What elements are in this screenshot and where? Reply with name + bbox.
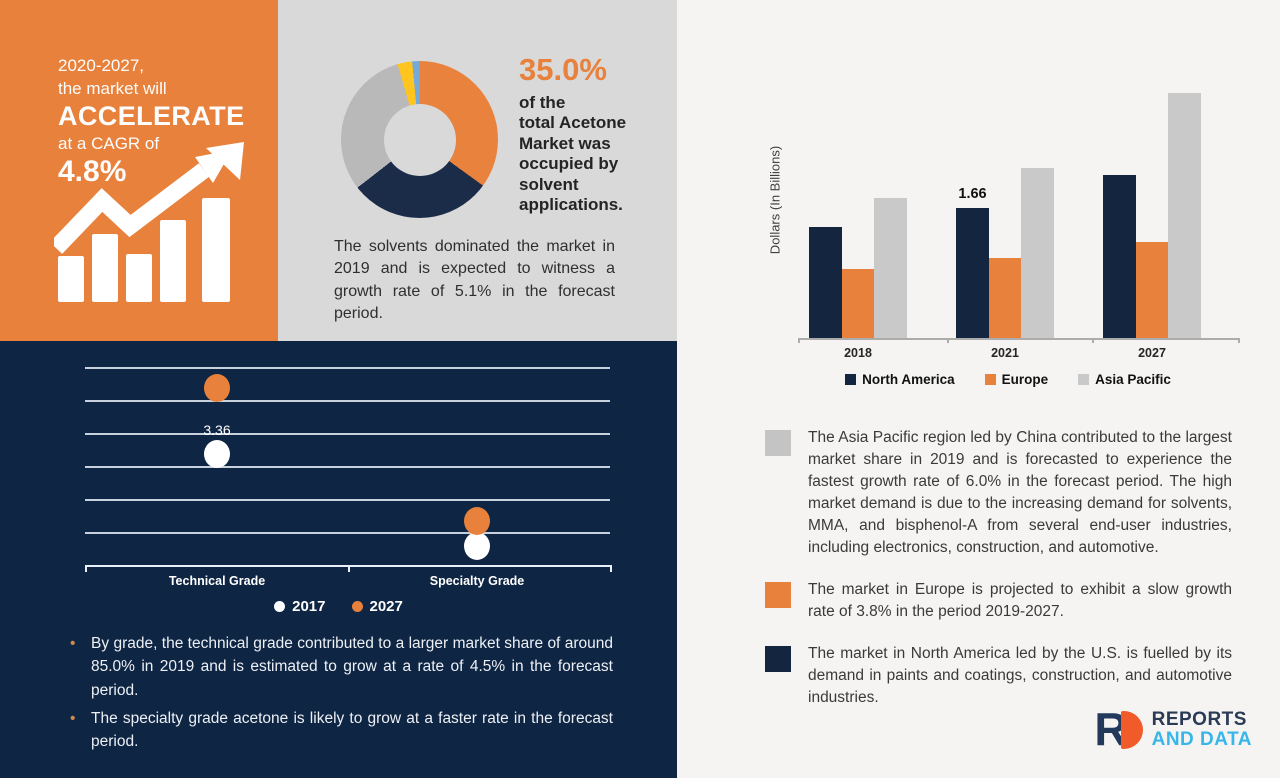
gridline xyxy=(85,532,610,534)
logo-anddata-text: AND DATA xyxy=(1151,728,1252,750)
bar-north-america-2018 xyxy=(809,226,842,338)
note-text-europe: The market in Europe is projected to exh… xyxy=(808,581,1232,620)
region-note-north-america: The market in North America led by the U… xyxy=(765,643,1232,709)
legend-label-asia-pacific: Asia Pacific xyxy=(1095,372,1171,387)
logo-wordmark: REPORTS AND DATA xyxy=(1152,710,1252,750)
cagr-value: 4.8% xyxy=(58,155,127,188)
dot-chart-legend: 2017 2027 xyxy=(0,598,677,615)
gridline xyxy=(85,466,610,468)
category-label-technical-grade: Technical Grade xyxy=(168,574,266,588)
gridline xyxy=(85,433,610,435)
bar-chart-legend: North America Europe Asia Pacific xyxy=(777,372,1239,387)
x-axis-tick xyxy=(947,338,949,343)
legend-item-2017: 2017 xyxy=(274,598,326,615)
dot-2027-technical-grade xyxy=(204,374,230,403)
legend-marker-north-america xyxy=(845,374,857,385)
solvent-stat-caption: of the total Acetone Market was occupied… xyxy=(519,93,627,214)
bar-north-america-2027 xyxy=(1103,175,1136,338)
bar-asia-pacific-2018 xyxy=(874,198,907,338)
growth-arrow-icon xyxy=(54,142,244,302)
y-axis-label: Dollars (In Billions) xyxy=(767,145,783,255)
bar-north-america-2021 xyxy=(956,208,989,338)
legend-item-europe: Europe xyxy=(984,372,1049,387)
dot-2017-specialty-grade xyxy=(464,531,490,560)
grade-bullet-2: The specialty grade acetone is likely to… xyxy=(66,707,613,754)
cagr-accelerate: ACCELERATE xyxy=(58,101,245,131)
reports-and-data-logo: R REPORTS AND DATA xyxy=(1094,706,1252,752)
solvent-paragraph: The solvents dominated the market in 201… xyxy=(334,238,615,323)
logo-monogram: R xyxy=(1094,706,1143,752)
gridline xyxy=(85,400,610,402)
legend-marker-europe xyxy=(984,374,996,385)
axis-tick xyxy=(610,565,612,572)
legend-item-2027: 2027 xyxy=(351,598,403,615)
grade-bullet-1: By grade, the technical grade contribute… xyxy=(66,632,613,702)
regional-bar-chart: Dollars (In Billions) 2018 2021 1.66 2027 Nor… xyxy=(677,0,1280,778)
dot-value-label: 3.36 xyxy=(203,422,231,439)
grade-bullet-list: By grade, the technical grade contribute… xyxy=(66,632,613,758)
legend-label-north-america: North America xyxy=(862,372,955,387)
x-tick-label-2018: 2018 xyxy=(844,346,872,360)
x-axis-tick xyxy=(1238,338,1240,343)
logo-d-shape xyxy=(1120,710,1143,749)
note-text-north-america: The market in North America led by the U… xyxy=(808,645,1232,706)
x-axis-line xyxy=(798,338,1239,340)
grade-dot-chart: Technical Grade Specialty Grade 3.36 2017 20… xyxy=(0,341,677,778)
region-note-asia-pacific: The Asia Pacific region led by China con… xyxy=(765,427,1232,559)
logo-reports-text: REPORTS xyxy=(1151,709,1247,730)
cagr-line2: the market will xyxy=(58,79,167,98)
x-axis-tick xyxy=(798,338,800,343)
note-text-asia-pacific: The Asia Pacific region led by China con… xyxy=(808,429,1232,556)
legend-label-2027: 2027 xyxy=(369,598,403,615)
dot-2017-technical-grade xyxy=(204,440,230,469)
cagr-line4: at a CAGR of xyxy=(58,134,160,153)
legend-item-north-america: North America xyxy=(845,372,955,387)
x-axis-tick xyxy=(1092,338,1094,343)
donut-hole xyxy=(383,103,456,176)
note-swatch-asia-pacific xyxy=(765,430,791,456)
x-tick-label-2021: 2021 xyxy=(991,346,1019,360)
dot-2027-specialty-grade xyxy=(464,507,490,536)
bar-asia-pacific-2021 xyxy=(1021,167,1054,338)
category-label-specialty-grade: Specialty Grade xyxy=(429,574,525,588)
solvent-donut-chart xyxy=(341,61,498,218)
region-notes: The Asia Pacific region led by China con… xyxy=(765,427,1232,709)
solvent-stat: 35.0% of the total Acetone Market was oc… xyxy=(519,52,673,215)
solvent-share-panel: 35.0% of the total Acetone Market was oc… xyxy=(278,0,677,341)
gridline xyxy=(85,367,610,369)
note-swatch-north-america xyxy=(765,646,791,672)
legend-label-europe: Europe xyxy=(1001,372,1049,387)
note-swatch-europe xyxy=(765,582,791,608)
legend-item-asia-pacific: Asia Pacific xyxy=(1078,372,1171,387)
legend-marker-asia-pacific xyxy=(1078,374,1090,385)
cagr-panel: 2020-2027, the market will ACCELERATE at… xyxy=(0,0,278,341)
solvent-stat-percent: 35.0% xyxy=(519,52,607,87)
cagr-text-block: 2020-2027, the market will ACCELERATE at… xyxy=(58,54,245,189)
legend-marker-2017 xyxy=(274,601,286,612)
cagr-years: 2020-2027, xyxy=(58,56,145,75)
x-tick-label-2027: 2027 xyxy=(1138,346,1166,360)
grade-panel: Technical Grade Specialty Grade 3.36 2017 20… xyxy=(0,341,677,778)
regional-panel: Dollars (In Billions) 2018 2021 1.66 2027 Nor… xyxy=(677,0,1280,778)
bar-europe-2027 xyxy=(1135,241,1169,338)
legend-marker-2027 xyxy=(351,601,363,612)
legend-label-2017: 2017 xyxy=(292,598,326,615)
gridline xyxy=(85,499,610,501)
axis-tick xyxy=(85,565,87,572)
axis-tick xyxy=(347,565,350,572)
bar-value-label: 1.66 xyxy=(958,186,987,203)
bar-europe-2018 xyxy=(841,269,875,338)
bar-asia-pacific-2027 xyxy=(1168,93,1201,338)
region-note-europe: The market in Europe is projected to exh… xyxy=(765,579,1232,623)
bar-europe-2021 xyxy=(988,258,1022,338)
